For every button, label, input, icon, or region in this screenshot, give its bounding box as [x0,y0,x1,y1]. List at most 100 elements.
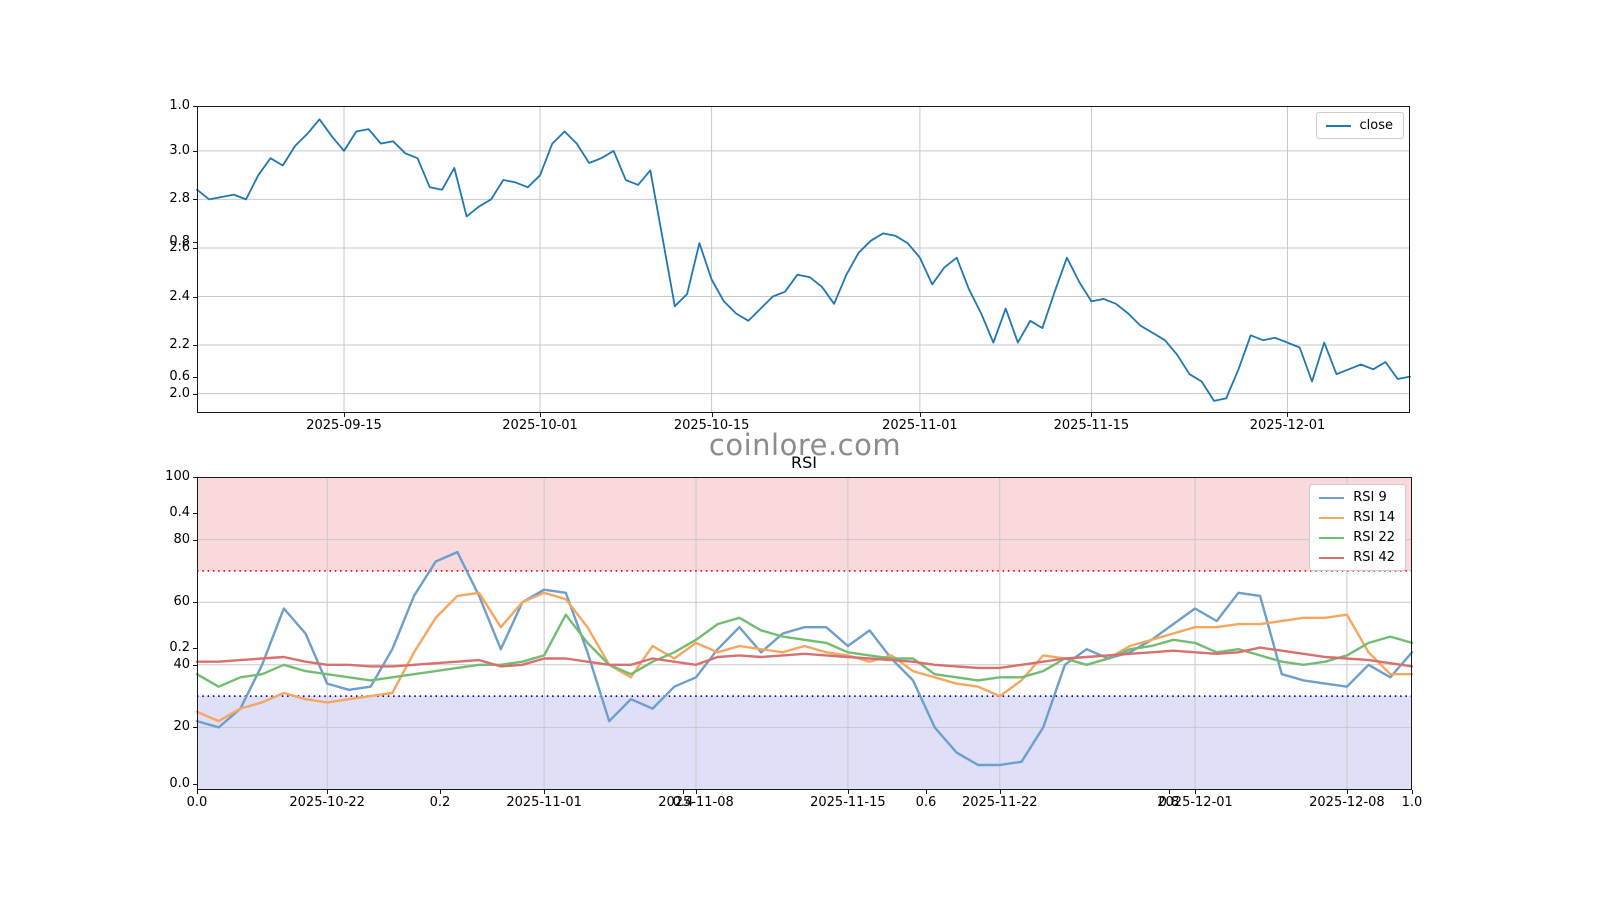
rsi-y-tickmark [193,727,197,729]
legend-item-close: close [1325,118,1393,133]
overlay-x-tickmark [683,790,684,794]
close-price-x-tickmark [540,413,542,417]
close-price-x-tickmark [919,413,921,417]
rsi-y-tickmark [193,477,197,478]
close-price-y-tickmark [193,345,197,347]
close-price-y-tick-label: 2.6 [169,239,190,255]
rsi-y-tick-label: 20 [173,719,190,735]
rsi-chart-title: RSI [791,453,817,472]
rsi-legend: RSI 9 RSI 14 RSI 22 RSI 42 [1309,484,1406,571]
rsi-x-tick-label: 2025-11-22 [961,795,1038,810]
rsi-x-tick-label: 2025-11-01 [506,795,582,810]
overlay-y-tick-label: 0.0 [169,776,190,791]
overlay-y-tick-label: 0.2 [169,640,190,656]
overlay-x-tickmark [1169,790,1170,794]
close-price-y-tickmark [193,393,197,395]
legend-label: close [1359,118,1393,133]
rsi-y-tickmark [193,539,197,541]
close-price-x-tickmark [1091,413,1093,417]
legend-line-icon [1319,556,1345,559]
legend-item-rsi-9: RSI 9 [1319,490,1395,505]
close-price-y-tick-label: 2.4 [169,288,190,304]
close-price-x-tickmark [711,413,713,417]
overlay-y-tick-label: 0.6 [169,369,190,385]
price-chart-plot [196,106,1411,413]
overlay-y-tickmark [193,377,197,379]
rsi-v-gridlines [326,477,1348,790]
overlay-x-tick-label: 0.0 [186,795,208,810]
rsi-x-tickmark [999,790,1001,794]
rsi-x-tick-label: 2025-12-08 [1309,795,1385,810]
legend-line-icon [1319,496,1345,499]
legend-line-icon [1319,516,1345,519]
overlay-y-tick-label: 0.4 [169,504,190,520]
legend-label: RSI 22 [1353,530,1395,545]
rsi-series-rsi-42 [195,646,1414,670]
close-price-x-tick-label: 2025-11-01 [882,418,958,433]
rsi-series-rsi-22 [195,613,1414,688]
rsi-y-tick-label: 80 [173,531,190,547]
rsi-x-tickmark [1195,790,1197,794]
close-price-v-gridlines [343,106,1288,413]
rsi-y-tickmark [193,664,197,666]
rsi-y-tickmark [193,602,197,604]
rsi-x-tick-label: 2025-10-22 [289,795,365,810]
close-price-y-tick-label: 3.0 [169,142,190,158]
rsi-svg [195,477,1414,790]
overlay-x-tickmark [197,790,198,794]
close-price-y-tickmark [193,199,197,201]
rsi-chart-plot [195,477,1414,790]
rsi-x-tickmark [696,790,698,794]
rsi-y-tick-label: 100 [165,469,190,484]
legend-item-rsi-42: RSI 42 [1319,550,1395,565]
rsi-h-gridlines [197,539,1412,728]
rsi-x-tick-label: 2025-12-01 [1157,795,1233,810]
close-price-x-tick-label: 2025-10-15 [673,418,750,433]
close-price-y-tickmark [193,247,197,249]
close-price-x-tickmark [1287,413,1289,417]
close-price-y-tick-label: 2.2 [169,337,190,353]
close-price-y-tickmark [193,150,197,152]
close-price-x-tick-label: 2025-09-15 [306,418,382,433]
close-price-y-tick-label: 2.0 [169,385,190,401]
legend-item-rsi-22: RSI 22 [1319,530,1395,545]
rsi-x-tickmark [544,790,546,794]
overlay-y-tickmark [193,648,197,650]
legend-item-rsi-14: RSI 14 [1319,510,1395,525]
overlay-x-tick-label: 0.6 [915,795,937,810]
overlay-x-tick-label: 0.8 [1158,795,1180,810]
overlay-x-tick-label: 0.4 [672,795,694,810]
rsi-band-1 [197,696,1412,790]
rsi-y-tick-label: 60 [173,594,190,610]
overlay-y-tickmark [193,512,197,514]
legend-label: RSI 14 [1353,510,1395,525]
close-price-h-gridlines [197,150,1410,395]
rsi-x-tickmark [327,790,329,794]
price-legend: close [1315,112,1404,139]
overlay-x-tickmark [926,790,927,794]
rsi-x-tickmark [1346,790,1348,794]
rsi-series-rsi-9 [195,550,1414,767]
close-price-x-tick-label: 2025-11-15 [1053,418,1130,433]
legend-label: RSI 42 [1353,550,1395,565]
rsi-x-tickmark [847,790,849,794]
overlay-y-tickmark [193,106,197,107]
close-price-spines [197,106,1410,413]
legend-line-icon [1319,536,1345,539]
rsi-spines [197,477,1412,790]
close-price-x-tick-label: 2025-10-01 [502,418,578,433]
close-price-y-tick-label: 2.8 [169,191,190,207]
close-price-svg [196,106,1411,413]
overlay-y-tick-label: 0.8 [169,233,190,249]
rsi-band-0 [197,477,1412,571]
rsi-series-rsi-14 [195,591,1414,723]
overlay-y-tickmark [193,241,197,243]
legend-label: RSI 9 [1353,490,1387,505]
watermark: coinlore.com [708,428,902,462]
close-price-x-tickmark [344,413,346,417]
close-price-series-close [196,118,1411,402]
close-price-x-tick-label: 2025-12-01 [1249,418,1326,433]
overlay-x-tickmark [440,790,441,794]
rsi-y-tick-label: 40 [173,656,190,672]
